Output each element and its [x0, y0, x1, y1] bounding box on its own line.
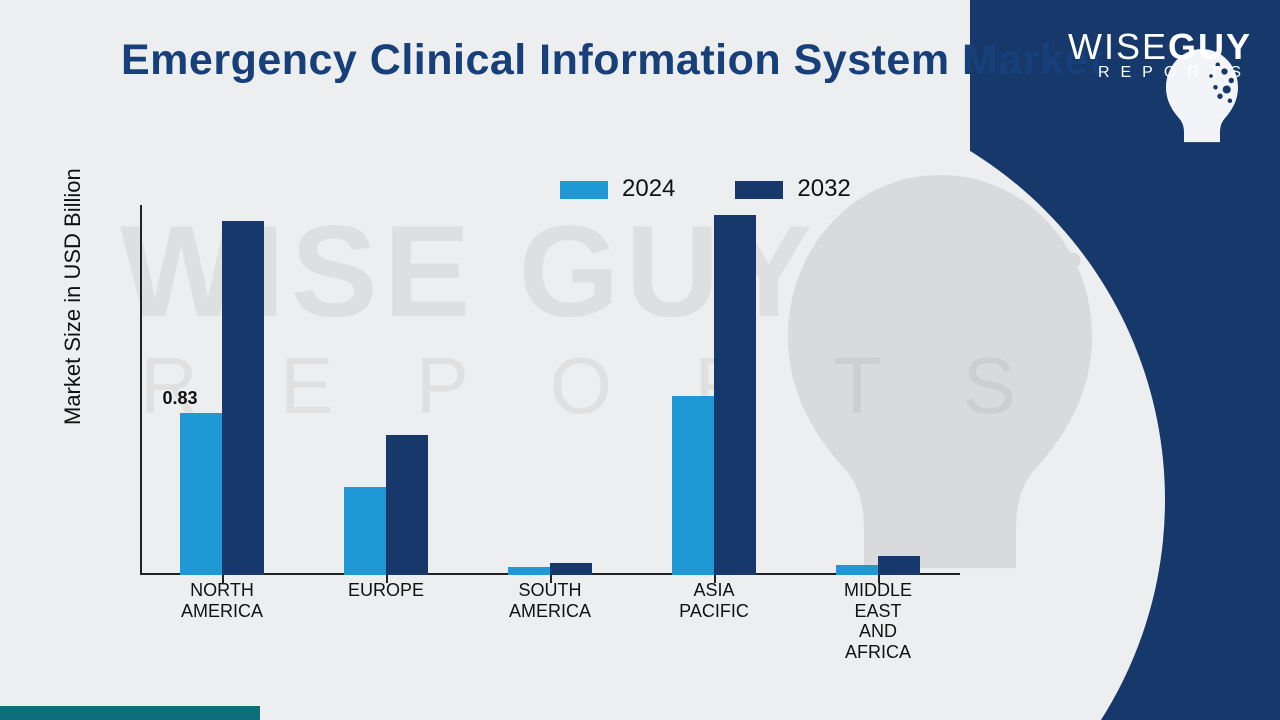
bar-2024	[344, 487, 386, 575]
bar-chart: 2024 2032 Market Size in USD Billion 0.8…	[90, 175, 960, 675]
category-label: SOUTHAMERICA	[468, 580, 632, 621]
brand-logo: WISEGUY REPORTS	[992, 26, 1252, 82]
bar-2024	[672, 396, 714, 575]
bar-2024	[836, 565, 878, 575]
bar-2024	[180, 413, 222, 575]
bar-2032	[222, 221, 264, 575]
category-label: NORTHAMERICA	[140, 580, 304, 621]
category-label: MIDDLEEASTANDAFRICA	[796, 580, 960, 663]
bar-value-label: 0.83	[145, 388, 215, 409]
bar-2024	[508, 567, 550, 575]
legend-item-2024: 2024	[560, 175, 675, 203]
accent-bar	[0, 706, 260, 720]
legend-item-2032: 2032	[735, 175, 850, 203]
bar-2032	[878, 556, 920, 575]
bar-2032	[386, 435, 428, 575]
chart-legend: 2024 2032	[560, 175, 851, 203]
chart-title: Emergency Clinical Information System Ma…	[121, 36, 1104, 85]
bar-2032	[714, 215, 756, 575]
legend-swatch-2024	[560, 181, 608, 199]
bar-2032	[550, 563, 592, 575]
y-axis-label: Market Size in USD Billion	[60, 168, 86, 425]
plot-area: 0.83	[140, 205, 960, 575]
category-label: ASIAPACIFIC	[632, 580, 796, 621]
category-label: EUROPE	[304, 580, 468, 601]
page-root: Emergency Clinical Information System Ma…	[0, 0, 1280, 720]
y-axis	[140, 205, 142, 575]
legend-swatch-2032	[735, 181, 783, 199]
